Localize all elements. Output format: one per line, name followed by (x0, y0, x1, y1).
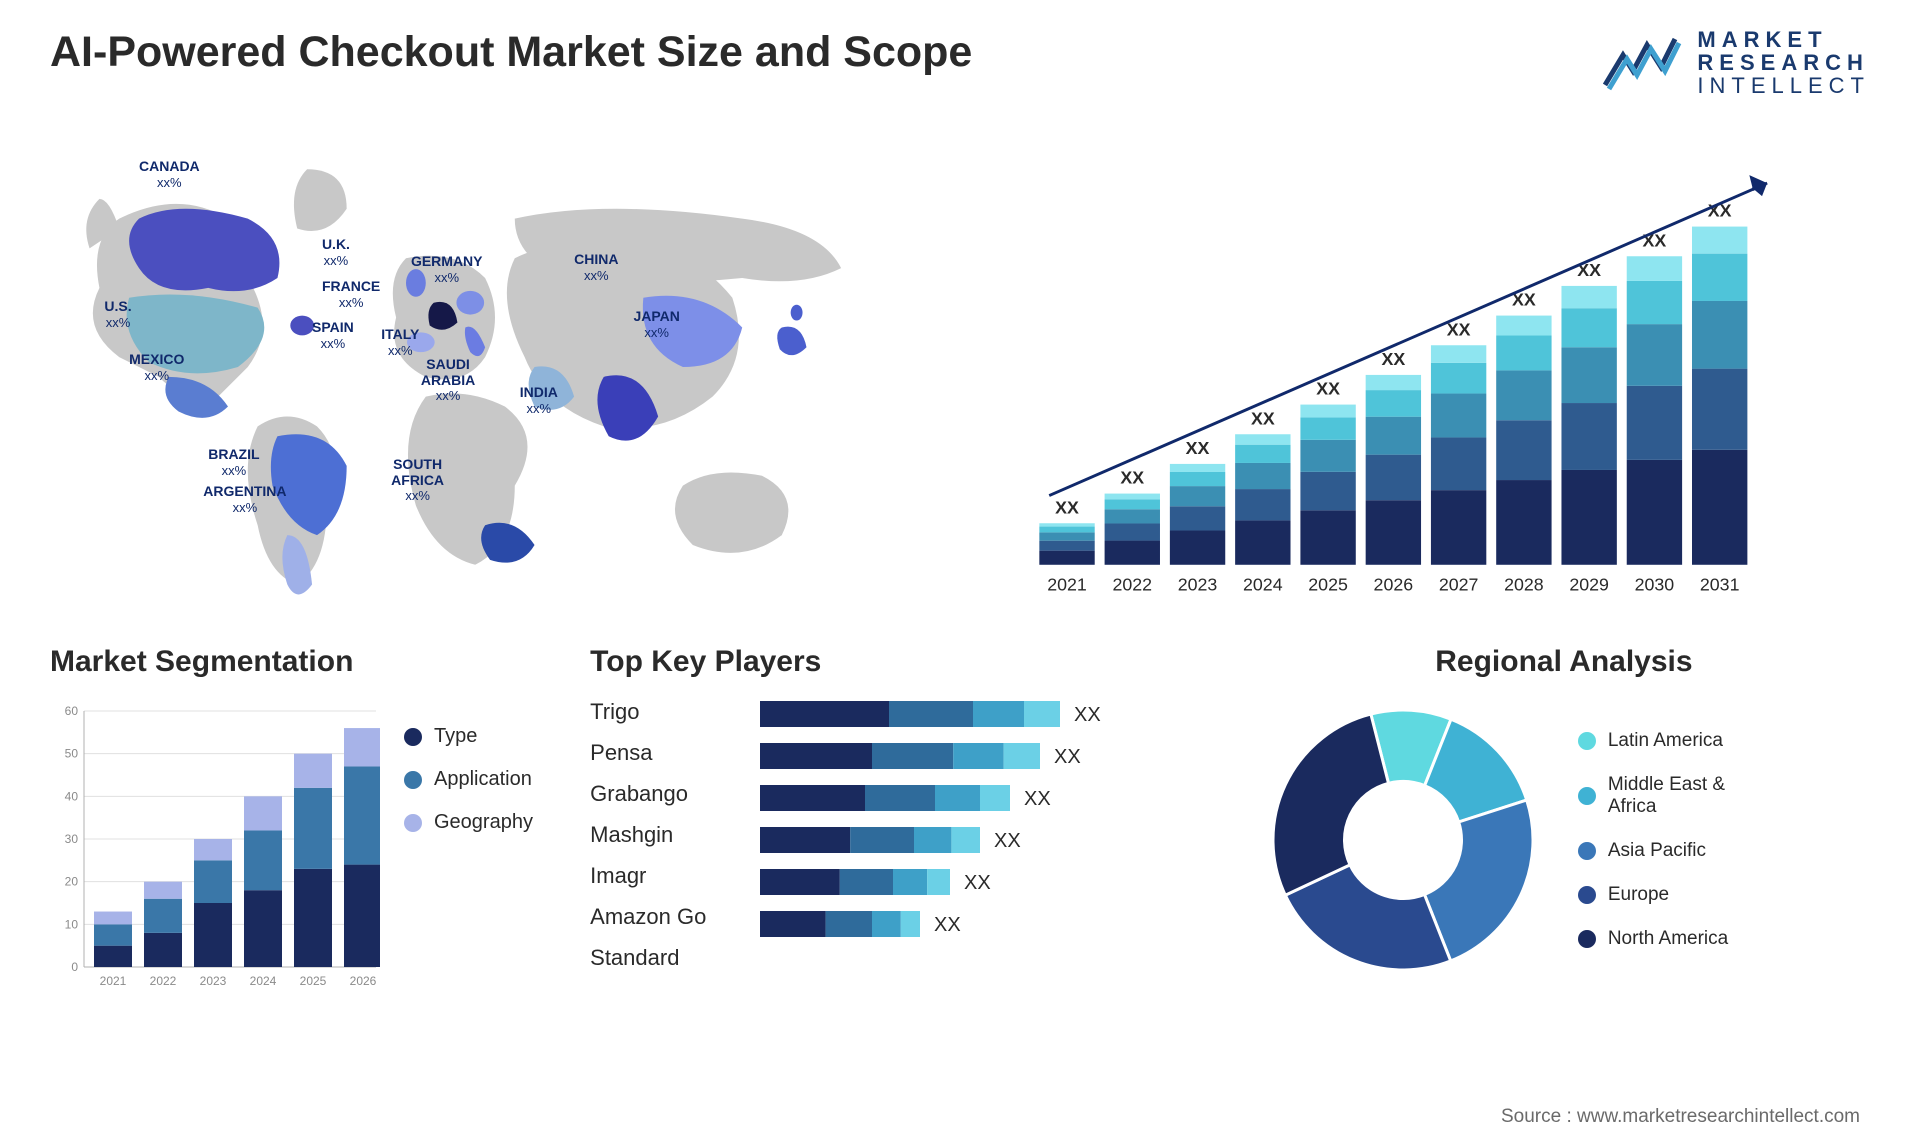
player-name: Trigo (590, 699, 730, 725)
map-label: CANADAxx% (139, 159, 200, 190)
map-label: FRANCExx% (322, 279, 380, 310)
svg-text:2026: 2026 (1374, 575, 1414, 595)
legend-item: Geography (404, 811, 533, 834)
svg-text:XX: XX (1186, 438, 1210, 458)
svg-text:XX: XX (1251, 409, 1275, 429)
svg-text:2027: 2027 (1439, 575, 1479, 595)
map-label: U.K.xx% (322, 237, 350, 268)
svg-text:XX: XX (964, 872, 991, 894)
map-label: GERMANYxx% (411, 254, 483, 285)
legend-item: North America (1578, 928, 1728, 950)
svg-text:50: 50 (65, 747, 79, 761)
player-name: Imagr (590, 863, 730, 889)
svg-text:40: 40 (65, 790, 79, 804)
players-chart: XXXXXXXXXXXX (760, 695, 1160, 995)
regional-title: Regional Analysis (1258, 645, 1870, 679)
map-label: CHINAxx% (574, 252, 618, 283)
map-label: SOUTHAFRICAxx% (391, 457, 444, 503)
regional-panel: Regional Analysis Latin America Middle Ea… (1258, 645, 1870, 995)
legend-item: Europe (1578, 884, 1728, 906)
svg-text:0: 0 (71, 960, 78, 974)
map-label: SAUDIARABIAxx% (421, 357, 475, 403)
segmentation-title: Market Segmentation (50, 645, 560, 679)
segmentation-panel: Market Segmentation 0 10 20 30 40 50 60 2021 202… (50, 645, 560, 995)
svg-text:XX: XX (1054, 746, 1081, 768)
svg-text:XX: XX (1074, 704, 1101, 726)
source-attribution: Source : www.marketresearchintellect.com (1501, 1106, 1860, 1128)
svg-text:2024: 2024 (250, 974, 277, 988)
logo-line-3: INTELLECT (1697, 74, 1870, 97)
players-panel: Top Key Players Trigo Pensa Grabango Mashgi… (590, 645, 1228, 995)
svg-text:2030: 2030 (1635, 575, 1675, 595)
map-label: ARGENTINAxx% (203, 484, 286, 515)
page-title: AI-Powered Checkout Market Size and Scop… (50, 28, 972, 77)
legend-item: Application (404, 768, 533, 791)
svg-text:2021: 2021 (100, 974, 127, 988)
player-name: Grabango (590, 781, 730, 807)
players-list: Trigo Pensa Grabango Mashgin Imagr Amazon Go S… (590, 695, 730, 995)
map-label: SPAINxx% (312, 320, 354, 351)
player-name: Pensa (590, 740, 730, 766)
player-name: Amazon Go (590, 904, 730, 930)
svg-text:2025: 2025 (1308, 575, 1348, 595)
regional-legend: Latin America Middle East &Africa Asia Pac… (1578, 730, 1728, 950)
players-title: Top Key Players (590, 645, 1228, 679)
map-label: MEXICOxx% (129, 352, 184, 383)
svg-text:2026: 2026 (350, 974, 377, 988)
logo-line-2: RESEARCH (1697, 51, 1870, 74)
brand-logo: MARKET RESEARCH INTELLECT (1603, 28, 1870, 97)
logo-line-1: MARKET (1697, 28, 1870, 51)
svg-text:30: 30 (65, 832, 79, 846)
svg-text:60: 60 (65, 704, 79, 718)
svg-text:2023: 2023 (1178, 575, 1218, 595)
legend-item: Type (404, 725, 533, 748)
map-label: JAPANxx% (633, 309, 679, 340)
svg-text:XX: XX (994, 830, 1021, 852)
growth-chart-panel: 2021 XX 2022 XX 2023 XX 2024 XX 2025 XX 2026 XX 2027… (980, 127, 1870, 607)
player-name: Mashgin (590, 822, 730, 848)
svg-text:2029: 2029 (1569, 575, 1609, 595)
svg-text:2023: 2023 (200, 974, 227, 988)
legend-item: Latin America (1578, 730, 1728, 752)
map-label: BRAZILxx% (208, 447, 259, 478)
player-name: Standard (590, 945, 730, 971)
segmentation-chart: 0 10 20 30 40 50 60 2021 2022 2023 2024 2025 2026 (50, 695, 380, 995)
growth-chart: 2021 XX 2022 XX 2023 XX 2024 XX 2025 XX 2026 XX 2027… (980, 127, 1870, 607)
svg-text:2031: 2031 (1700, 575, 1740, 595)
svg-text:2022: 2022 (1113, 575, 1153, 595)
map-label: ITALYxx% (381, 327, 419, 358)
svg-text:XX: XX (1316, 379, 1340, 399)
svg-text:2022: 2022 (150, 974, 177, 988)
svg-text:XX: XX (1120, 468, 1144, 488)
world-map-panel: CANADAxx% U.K.xx% GERMANYxx% CHINAxx% U.S.xx… (50, 127, 940, 607)
svg-text:2028: 2028 (1504, 575, 1544, 595)
svg-text:20: 20 (65, 875, 79, 889)
svg-text:XX: XX (1024, 788, 1051, 810)
legend-item: Asia Pacific (1578, 840, 1728, 862)
segmentation-legend: Type Application Geography (404, 695, 533, 995)
map-label: U.S.xx% (104, 299, 131, 330)
logo-icon (1603, 31, 1683, 95)
svg-text:2024: 2024 (1243, 575, 1283, 595)
svg-text:2021: 2021 (1047, 575, 1087, 595)
svg-text:XX: XX (934, 914, 961, 936)
svg-text:10: 10 (65, 918, 79, 932)
svg-text:2025: 2025 (300, 974, 327, 988)
map-label: INDIAxx% (520, 385, 558, 416)
regional-donut (1258, 695, 1548, 985)
svg-text:XX: XX (1381, 349, 1405, 369)
legend-item: Middle East &Africa (1578, 774, 1728, 818)
svg-text:XX: XX (1055, 498, 1079, 518)
